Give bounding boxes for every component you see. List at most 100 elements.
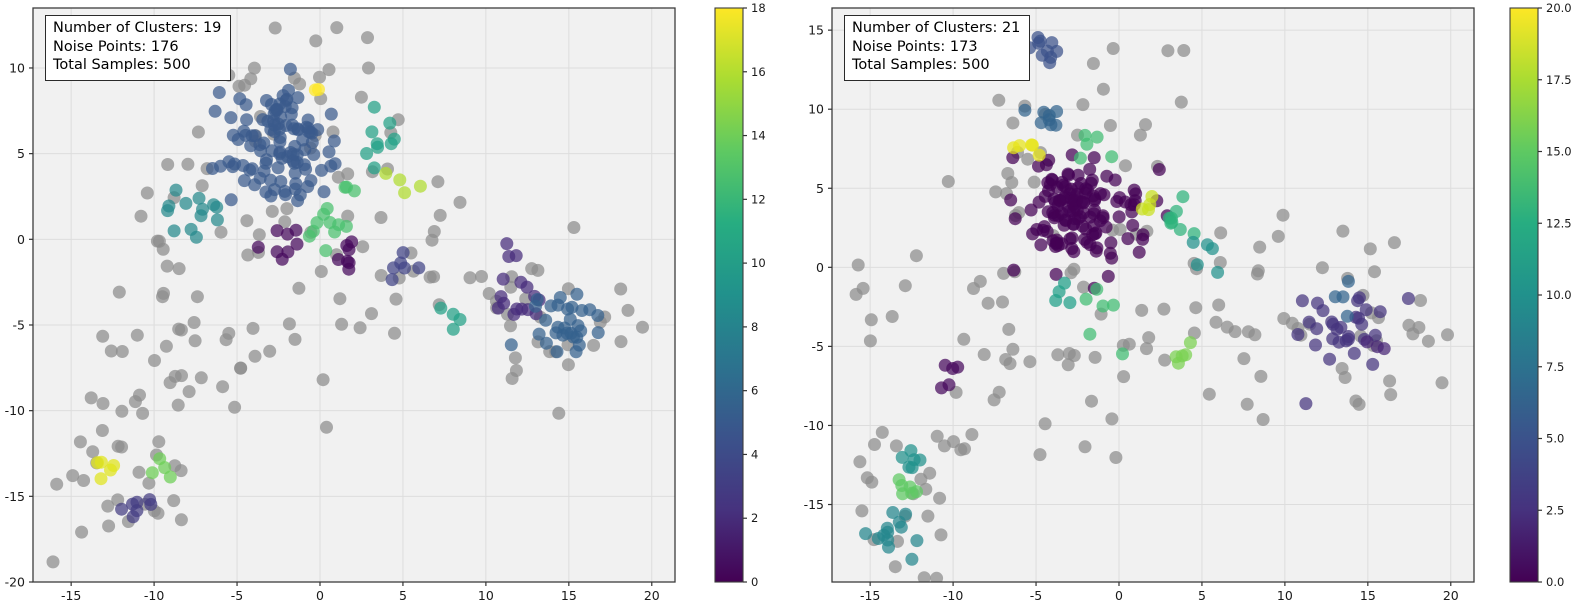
colorbar-tick-label: 5.0	[1546, 432, 1564, 446]
cluster-point	[1105, 150, 1119, 164]
noise-point	[188, 334, 202, 348]
y-tick-label: 10	[9, 60, 25, 75]
cluster-point	[115, 502, 129, 516]
noise-point	[320, 420, 333, 434]
noise-point	[293, 77, 307, 91]
noise-point	[909, 249, 923, 263]
noise-point	[930, 571, 944, 582]
noise-point	[362, 61, 375, 75]
cluster-point	[398, 186, 412, 200]
cluster-point	[529, 299, 542, 313]
cluster-point	[491, 301, 505, 315]
cluster-point	[1004, 193, 1018, 207]
noise-point	[1103, 119, 1117, 132]
cluster-point	[1142, 203, 1155, 217]
x-tick-label: -5	[231, 588, 243, 603]
cluster-point	[312, 83, 325, 96]
noise-point	[333, 292, 347, 306]
cluster-point	[379, 166, 393, 180]
noise-point	[156, 290, 169, 304]
annotation-box-left: Number of Clusters: 19 Noise Points: 176…	[45, 15, 232, 81]
colorbar-tick-label: 20.0	[1546, 1, 1572, 15]
colorbar-tick-label: 14	[751, 129, 766, 143]
cluster-point	[1076, 195, 1090, 209]
noise-point	[1096, 82, 1110, 96]
cluster-point	[1018, 103, 1032, 117]
colorbar-right: 0.0 2.5 5.0 7.5 10.0 12.5 15.0 17.5 20.0	[1509, 1, 1572, 589]
cluster-point	[167, 224, 181, 238]
cluster-point	[895, 450, 909, 464]
cluster-point	[1136, 228, 1150, 242]
noise-point	[280, 202, 294, 216]
cluster-point	[532, 327, 546, 341]
noise-point	[525, 262, 539, 276]
noise-point	[219, 333, 233, 347]
cluster-point	[1132, 245, 1146, 259]
noise-point	[163, 376, 177, 390]
y-tick-label: -5	[13, 317, 25, 332]
cluster-point	[320, 202, 334, 215]
cluster-point	[1373, 305, 1387, 319]
cluster-point	[1401, 292, 1415, 305]
noise-point	[552, 406, 566, 420]
noise-point	[216, 380, 230, 394]
noise-point	[142, 476, 156, 490]
colorbar-tick-label: 12	[751, 192, 766, 206]
cluster-point	[1113, 191, 1127, 205]
noise-point	[263, 344, 277, 358]
noise-point	[1352, 397, 1366, 411]
cluster-point	[1037, 220, 1051, 234]
y-tick-label: 10	[808, 102, 824, 117]
noise-point	[1006, 116, 1020, 130]
cluster-point	[1323, 352, 1337, 366]
cluster-point	[275, 151, 289, 165]
noise-point	[187, 316, 201, 329]
cluster-point	[1145, 190, 1159, 203]
cluster-point	[877, 528, 891, 542]
x-tick-label: -15	[860, 588, 880, 603]
noise-point	[1157, 302, 1171, 316]
cluster-point	[251, 240, 265, 254]
cluster-point	[549, 326, 563, 340]
cluster-point	[317, 185, 331, 199]
cluster-point	[281, 245, 295, 259]
cluster-point	[169, 183, 183, 197]
cluster-point	[301, 180, 315, 194]
noise-point	[475, 270, 488, 283]
axes-spines	[831, 7, 1475, 583]
cluster-point	[1008, 212, 1022, 226]
noise-point	[1384, 388, 1398, 402]
noise-point	[356, 240, 370, 254]
noise-point	[265, 204, 279, 218]
cluster-point	[214, 159, 227, 173]
noise-point	[1158, 353, 1172, 367]
cluster-point	[1101, 269, 1115, 283]
cluster-point	[1112, 210, 1126, 224]
noise-point	[214, 225, 228, 239]
noise-point	[292, 281, 306, 295]
colorbar-tick-label: 16	[751, 65, 766, 79]
noise-point	[182, 385, 196, 399]
cluster-point	[1085, 173, 1099, 187]
y-tick-label: -5	[812, 339, 824, 354]
noise-point	[933, 491, 947, 505]
noise-point	[1248, 328, 1262, 342]
noise-point	[101, 499, 115, 513]
noise-point	[136, 406, 150, 420]
noise-point	[621, 303, 635, 317]
cluster-point	[1341, 274, 1355, 288]
cluster-point	[303, 125, 317, 139]
cluster-point	[290, 237, 304, 251]
cluster-point	[189, 230, 203, 244]
noise-point	[77, 474, 91, 487]
cluster-point	[910, 485, 923, 499]
noise-point	[191, 125, 205, 139]
subplot-right: -15 -10 -5 0 5 10 15 20 -15 -10 -5 0 5 10 15	[804, 7, 1475, 603]
cluster-point	[158, 461, 172, 475]
y-tick-label: -15	[804, 497, 824, 512]
cluster-point	[179, 196, 193, 210]
noise-point	[75, 525, 89, 539]
cluster-point	[1087, 151, 1101, 165]
x-tick-label: 5	[399, 588, 407, 603]
